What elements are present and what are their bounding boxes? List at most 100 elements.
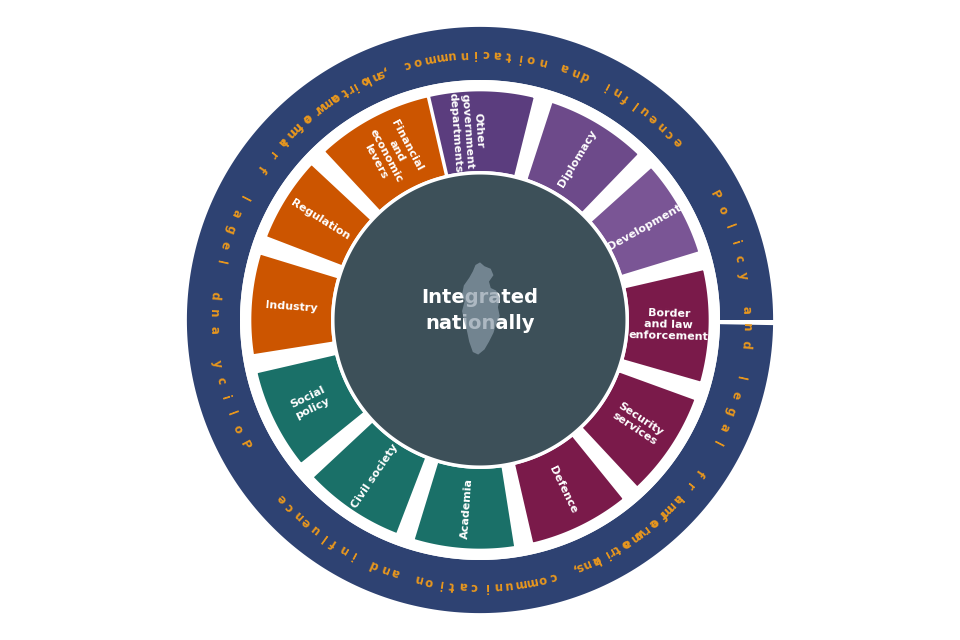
Text: a: a [207, 326, 221, 334]
Text: a: a [390, 565, 401, 580]
Polygon shape [265, 163, 372, 268]
Text: a: a [492, 47, 501, 61]
Text: c: c [470, 580, 478, 593]
Text: d: d [208, 291, 222, 301]
Text: n: n [655, 118, 669, 133]
Text: Border
and law
enforcement: Border and law enforcement [629, 307, 709, 342]
Text: t: t [505, 49, 512, 62]
Polygon shape [413, 461, 516, 550]
Text: Industry: Industry [265, 300, 318, 314]
Text: Integrated
nationally: Integrated nationally [421, 287, 539, 333]
Text: r: r [265, 148, 278, 161]
Text: c: c [663, 127, 677, 141]
Text: P: P [708, 188, 723, 202]
Text: o: o [357, 73, 371, 88]
Text: o: o [526, 52, 537, 66]
Text: l: l [213, 259, 227, 265]
Text: t: t [611, 541, 622, 556]
Polygon shape [333, 173, 627, 467]
Text: i: i [219, 394, 232, 401]
Text: f: f [292, 119, 304, 132]
Text: o: o [412, 54, 423, 68]
Polygon shape [394, 90, 536, 184]
Text: l: l [224, 410, 237, 418]
Text: c: c [482, 47, 490, 60]
Polygon shape [621, 268, 710, 383]
Polygon shape [250, 253, 339, 356]
Polygon shape [240, 80, 720, 560]
Text: r: r [344, 81, 355, 95]
Text: n: n [337, 541, 350, 557]
Text: n: n [458, 47, 468, 61]
Text: m: m [657, 502, 674, 520]
Text: o: o [327, 89, 342, 104]
Text: r: r [638, 522, 651, 536]
Text: l: l [630, 97, 640, 110]
Text: n: n [569, 64, 582, 79]
Text: ,: , [380, 65, 390, 78]
Text: Security
services: Security services [610, 401, 665, 447]
Text: t: t [448, 578, 455, 591]
Text: Financial
and
economic
levers: Financial and economic levers [358, 116, 425, 190]
Text: t: t [338, 84, 349, 99]
Text: m: m [513, 576, 527, 591]
Text: e: e [729, 389, 743, 401]
Text: Diplomacy: Diplomacy [556, 128, 598, 189]
Text: a: a [670, 492, 684, 506]
Text: m: m [286, 120, 303, 138]
Text: m: m [627, 527, 644, 545]
Text: i: i [348, 548, 359, 561]
Text: i: i [516, 50, 523, 63]
Text: e: e [670, 134, 685, 149]
Text: l: l [320, 530, 330, 543]
Text: o: o [229, 423, 245, 436]
Text: i: i [484, 580, 488, 593]
Text: u: u [504, 578, 514, 591]
Text: n: n [378, 561, 391, 576]
Text: n: n [662, 499, 678, 514]
Text: a: a [716, 420, 732, 433]
Text: d: d [368, 557, 381, 572]
Text: e: e [217, 239, 231, 251]
Text: r: r [682, 479, 695, 492]
Text: Development: Development [606, 202, 683, 252]
Polygon shape [323, 95, 447, 212]
Polygon shape [255, 353, 366, 465]
Polygon shape [513, 435, 625, 545]
Text: n: n [739, 323, 753, 332]
Text: f: f [620, 90, 632, 104]
Text: w: w [631, 525, 648, 541]
Text: i: i [348, 79, 359, 92]
Text: c: c [401, 57, 412, 71]
Text: r: r [605, 545, 616, 559]
Text: P: P [237, 438, 252, 452]
Text: y: y [735, 271, 750, 281]
Text: o: o [300, 110, 314, 125]
Text: u: u [308, 522, 323, 537]
Text: a: a [739, 306, 753, 314]
Text: o: o [537, 572, 548, 586]
Text: a: a [276, 134, 290, 148]
Text: Other
government
departments: Other government departments [447, 90, 486, 173]
Text: e: e [645, 515, 660, 530]
Text: r: r [309, 104, 322, 118]
Text: c: c [732, 254, 746, 264]
Text: e: e [646, 110, 660, 125]
Text: o: o [589, 552, 603, 567]
Text: d: d [738, 339, 752, 349]
Text: m: m [421, 51, 436, 67]
Text: l: l [237, 193, 251, 202]
Text: o: o [715, 204, 731, 217]
Text: k: k [589, 552, 602, 568]
Text: o: o [423, 574, 434, 588]
Text: u: u [446, 49, 456, 62]
Text: k: k [358, 72, 371, 88]
Text: c: c [214, 376, 228, 386]
Text: ,: , [570, 562, 580, 575]
Polygon shape [581, 371, 697, 488]
Text: Civil society: Civil society [349, 443, 399, 511]
Text: g: g [723, 405, 737, 417]
Text: i: i [728, 239, 741, 246]
Text: n: n [537, 54, 548, 68]
Text: i: i [601, 548, 612, 561]
